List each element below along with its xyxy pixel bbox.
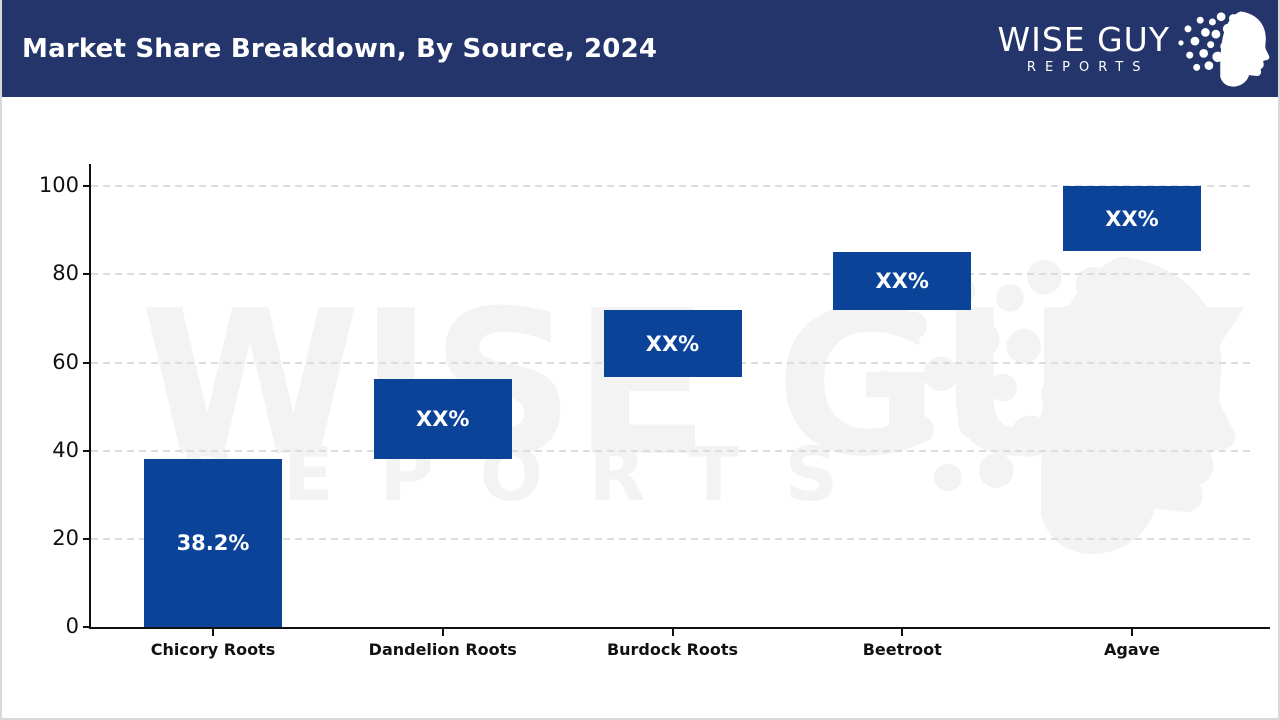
y-tick-0 (83, 626, 91, 628)
y-tick-100 (83, 185, 91, 188)
y-axis-line (89, 164, 91, 629)
x-tick-0 (212, 628, 214, 636)
gridline-20 (91, 537, 1254, 540)
bar-burdock-roots: XX% (603, 310, 742, 378)
y-tick-60 (83, 361, 91, 364)
x-tick-1 (441, 628, 444, 636)
page-title: Market Share Breakdown, By Source, 2024 (22, 33, 658, 64)
y-tick-label-80: 80 (52, 261, 79, 286)
y-tick-40 (83, 449, 91, 452)
y-tick-80 (83, 273, 91, 276)
bar-value-label: XX% (416, 406, 470, 431)
x-tick-3 (901, 628, 904, 636)
gridline-80 (91, 273, 1254, 276)
x-tick-4 (1131, 628, 1133, 636)
y-tick-label-0: 0 (65, 614, 79, 638)
bar-value-label: XX% (875, 269, 929, 294)
x-category-label: Beetroot (862, 640, 942, 659)
y-tick-label-100: 100 (38, 173, 79, 198)
brand-logo-text: WISE GUY REPORTS (997, 23, 1170, 74)
gridline-100 (91, 185, 1254, 188)
y-tick-label-40: 40 (52, 437, 79, 462)
bar-agave: XX% (1063, 186, 1201, 252)
bar-value-label: XX% (1105, 206, 1159, 231)
y-tick-label-60: 60 (52, 349, 79, 374)
bar-value-label: XX% (645, 331, 700, 356)
bar-value-label: 38.2% (176, 530, 250, 555)
report-header: Market Share Breakdown, By Source, 2024 … (2, 0, 1278, 97)
x-category-label: Agave (1104, 640, 1160, 659)
x-category-label: Burdock Roots (606, 640, 739, 659)
brand-name: WISE GUY (997, 20, 1170, 59)
face-profile-icon (1178, 10, 1270, 87)
bar-chicory-roots: 38.2% (144, 458, 282, 627)
x-category-label: Chicory Roots (150, 640, 276, 659)
brand-subtitle: REPORTS (1026, 60, 1150, 75)
x-axis-line (89, 627, 1270, 629)
y-tick-label-20: 20 (52, 525, 79, 550)
y-tick-20 (83, 537, 91, 540)
gridline-40 (91, 449, 1254, 452)
x-tick-2 (671, 628, 674, 636)
bar-beetroot: XX% (833, 251, 972, 311)
x-category-label: Dandelion Roots (368, 640, 517, 659)
bar-dandelion-roots: XX% (373, 378, 512, 459)
brand-logo: WISE GUY REPORTS (997, 9, 1270, 89)
